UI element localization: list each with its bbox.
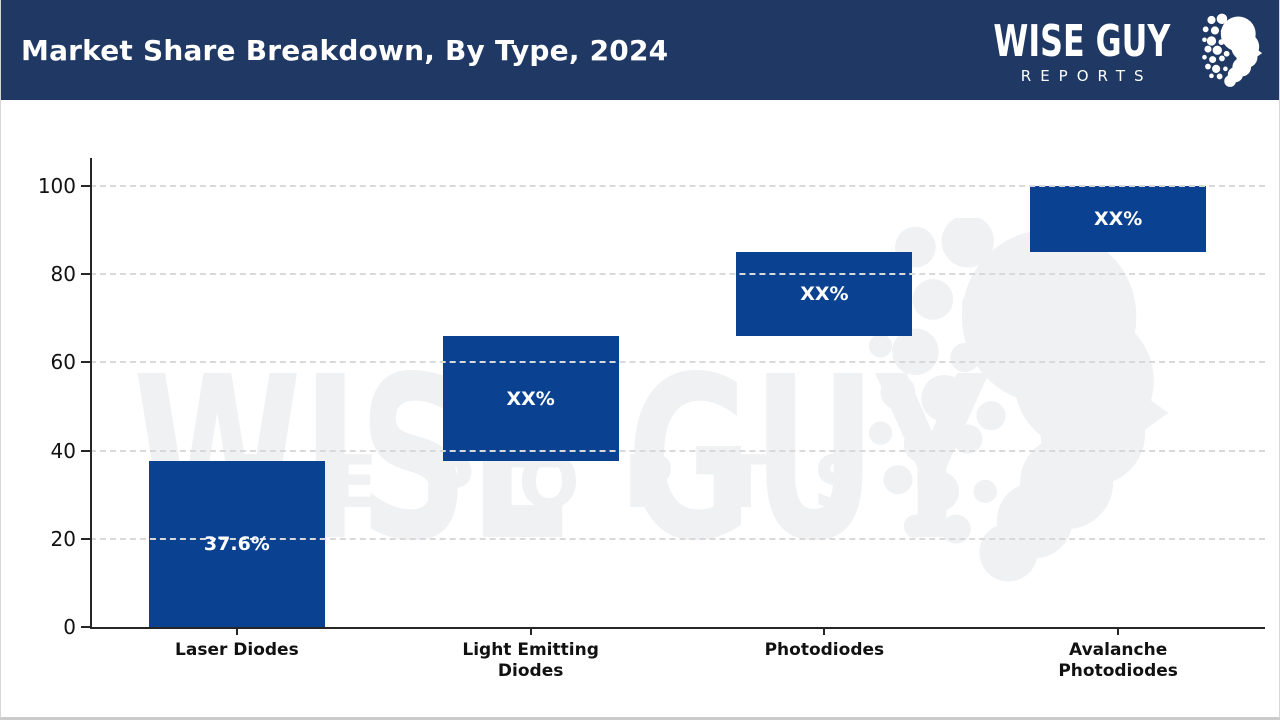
y-axis-line: [90, 158, 92, 629]
x-category-label-4: Avalanche Photodiodes: [1058, 640, 1178, 682]
bar-value-label: 37.6%: [203, 533, 270, 556]
x-tick-3: [823, 627, 826, 635]
bar-value-label: XX%: [800, 283, 849, 306]
bar-light-emitting-diodes: [442, 335, 619, 462]
bar-avalanche-photodiodes: [1030, 186, 1207, 253]
y-tick-0: [81, 626, 90, 628]
x-tick-4: [1117, 627, 1120, 635]
y-tick-60: [81, 361, 90, 364]
gridline-20: [90, 537, 1265, 540]
market-share-chart: WISE GUY REPORTS 0 20 40 60 80 100 37.6% XX% XX%…: [1, 100, 1279, 717]
x-category-label-3: Photodiodes: [764, 640, 885, 660]
page-title: Market Share Breakdown, By Type, 2024: [21, 33, 669, 67]
logo-wordmark: WISE GUY: [993, 15, 1171, 67]
bar-value-label: XX%: [506, 387, 555, 410]
y-tick-label-100: 100: [37, 174, 76, 198]
gridline-40: [90, 449, 1265, 452]
y-tick-100: [81, 185, 90, 187]
gridline-60: [90, 361, 1265, 364]
chart-header: Market Share Breakdown, By Type, 2024 WI…: [1, 0, 1279, 100]
bar-photodiodes: [736, 252, 913, 336]
logo-face-icon: [1202, 13, 1263, 87]
y-tick-label-40: 40: [50, 438, 76, 463]
y-tick-40: [81, 449, 90, 452]
bar-laser-diodes: [148, 461, 325, 627]
y-tick-label-0: 0: [63, 615, 76, 639]
gridline-80: [90, 273, 1265, 276]
logo-text: WISE GUY REPORTS: [959, 15, 1205, 85]
y-tick-20: [81, 537, 90, 540]
bar-value-label: XX%: [1093, 208, 1143, 231]
y-tick-label-60: 60: [50, 350, 76, 375]
y-tick-label-80: 80: [50, 262, 76, 287]
x-category-label-1: Laser Diodes: [175, 640, 299, 660]
x-tick-2: [529, 627, 532, 635]
x-axis-line: [90, 627, 1265, 629]
x-tick-1: [235, 627, 238, 635]
x-category-label-2: Light Emitting Diodes: [462, 640, 599, 682]
gridline-100: [90, 185, 1265, 187]
wise-guy-reports-logo: WISE GUY REPORTS: [959, 12, 1265, 92]
y-tick-label-20: 20: [50, 526, 76, 551]
logo-subtitle: REPORTS: [1020, 66, 1153, 85]
y-tick-80: [81, 273, 90, 276]
